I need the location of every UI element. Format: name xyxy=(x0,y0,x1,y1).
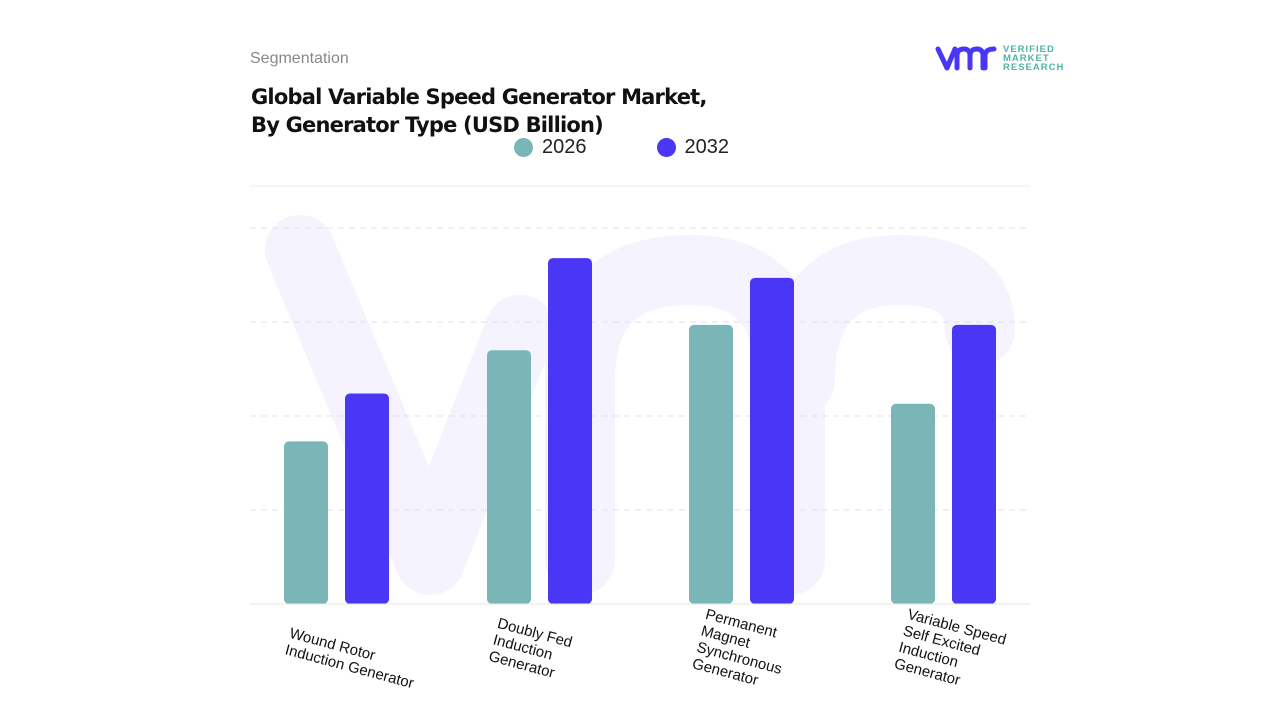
bar-2032-0 xyxy=(345,393,389,604)
bar-2026-3 xyxy=(891,403,935,604)
logo-line-2: MARKET xyxy=(1003,52,1050,64)
chart-title: Global Variable Speed Generator Market, … xyxy=(251,83,707,139)
legend-label-2026: 2026 xyxy=(542,136,587,158)
vmr-logo-mark-icon xyxy=(935,46,997,71)
logo-line-3: RESEARCH xyxy=(1003,61,1065,73)
title-line-1: Global Variable Speed Generator Market, xyxy=(251,85,707,109)
legend: 2026 2032 xyxy=(514,136,729,159)
bar-2026-2 xyxy=(689,324,733,604)
section-label: Segmentation xyxy=(250,50,349,67)
legend-item-2032: 2032 xyxy=(656,136,730,159)
legend-item-2026: 2026 xyxy=(514,136,587,159)
bar-2026-1 xyxy=(487,350,531,604)
watermark xyxy=(265,215,1015,595)
title-line-2: By Generator Type (USD Billion) xyxy=(251,113,604,137)
bar-2032-3 xyxy=(952,324,996,604)
legend-swatch-2026 xyxy=(514,138,533,157)
legend-swatch-2032 xyxy=(656,138,676,157)
vmr-logo: VERIFIED MARKET RESEARCH xyxy=(935,44,1064,72)
bar-2032-2 xyxy=(750,277,794,604)
bar-2032-1 xyxy=(548,258,592,604)
logo-line-1: VERIFIED xyxy=(1003,43,1055,55)
bar-2026-0 xyxy=(284,441,328,604)
legend-label-2032: 2032 xyxy=(684,136,730,158)
